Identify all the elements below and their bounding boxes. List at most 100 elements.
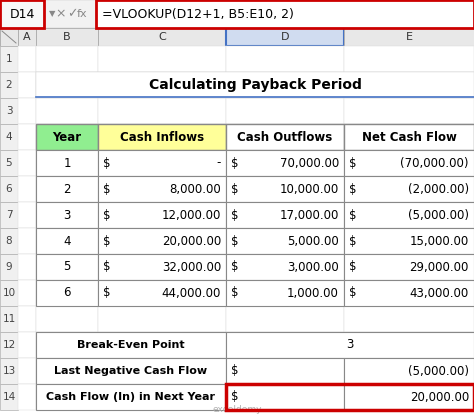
- Bar: [0, 280, 18, 306]
- Bar: [226, 254, 344, 280]
- Text: 2: 2: [63, 183, 71, 196]
- Bar: [344, 280, 474, 306]
- Bar: [226, 124, 344, 150]
- Text: $: $: [231, 183, 238, 196]
- Bar: [226, 202, 344, 228]
- Bar: [226, 228, 344, 254]
- Bar: [226, 150, 344, 176]
- Text: 29,000.00: 29,000.00: [410, 261, 469, 274]
- Bar: [344, 150, 474, 176]
- Bar: [226, 332, 344, 358]
- Bar: [36, 72, 98, 98]
- Bar: [344, 280, 474, 306]
- Bar: [344, 228, 474, 254]
- Text: exceldemy: exceldemy: [212, 404, 262, 414]
- Text: 20,000.00: 20,000.00: [410, 390, 469, 404]
- Bar: [226, 202, 344, 228]
- Text: 8: 8: [6, 236, 12, 246]
- Bar: [98, 332, 226, 358]
- Bar: [36, 384, 98, 410]
- Bar: [344, 202, 474, 228]
- Bar: [0, 176, 18, 202]
- Bar: [36, 228, 98, 254]
- Bar: [226, 332, 474, 358]
- Bar: [0, 72, 18, 98]
- Text: Last Negative Cash Flow: Last Negative Cash Flow: [55, 366, 208, 376]
- Bar: [98, 384, 226, 410]
- Bar: [226, 150, 344, 176]
- Bar: [98, 228, 226, 254]
- Bar: [226, 280, 344, 306]
- Bar: [226, 358, 344, 384]
- Bar: [226, 384, 474, 410]
- Bar: [226, 72, 344, 98]
- Bar: [344, 98, 474, 124]
- Bar: [36, 176, 98, 202]
- Bar: [98, 124, 226, 150]
- Bar: [0, 358, 18, 384]
- Bar: [36, 28, 98, 46]
- Text: 32,000.00: 32,000.00: [162, 261, 221, 274]
- Bar: [344, 72, 474, 98]
- Bar: [0, 28, 18, 46]
- Bar: [344, 46, 474, 72]
- Text: 5: 5: [64, 261, 71, 274]
- Text: Cash Flow (In) in Next Year: Cash Flow (In) in Next Year: [46, 392, 216, 402]
- Bar: [98, 28, 226, 46]
- Bar: [36, 124, 98, 150]
- Bar: [226, 384, 344, 410]
- Bar: [0, 254, 18, 280]
- Text: ▼: ▼: [49, 10, 55, 18]
- Text: 7: 7: [6, 210, 12, 220]
- Text: $: $: [349, 234, 356, 248]
- Bar: [44, 0, 96, 28]
- Text: (70,000.00): (70,000.00): [401, 156, 469, 169]
- Text: 1,000.00: 1,000.00: [287, 286, 339, 299]
- Text: 1: 1: [6, 54, 12, 64]
- Bar: [226, 46, 344, 72]
- Text: Cash Inflows: Cash Inflows: [120, 131, 204, 143]
- Bar: [344, 124, 474, 150]
- Text: $: $: [103, 234, 110, 248]
- Bar: [344, 28, 474, 46]
- Bar: [98, 358, 226, 384]
- Bar: [36, 72, 474, 98]
- Text: Break-Even Point: Break-Even Point: [77, 340, 185, 350]
- Bar: [18, 332, 36, 358]
- Bar: [344, 124, 474, 150]
- Bar: [344, 150, 474, 176]
- Bar: [18, 150, 36, 176]
- Text: (2,000.00): (2,000.00): [408, 183, 469, 196]
- Bar: [36, 150, 98, 176]
- Text: 5: 5: [6, 158, 12, 168]
- Bar: [0, 46, 18, 72]
- Text: 15,000.00: 15,000.00: [410, 234, 469, 248]
- Bar: [36, 124, 98, 150]
- Text: $: $: [231, 390, 238, 404]
- Text: $: $: [349, 286, 356, 299]
- Bar: [0, 228, 18, 254]
- Bar: [226, 228, 344, 254]
- Bar: [0, 0, 474, 28]
- Text: $: $: [349, 156, 356, 169]
- Text: 14: 14: [2, 392, 16, 402]
- Bar: [98, 254, 226, 280]
- Bar: [344, 358, 474, 384]
- Text: 2: 2: [6, 80, 12, 90]
- Bar: [98, 254, 226, 280]
- Text: 13: 13: [2, 366, 16, 376]
- Text: 6: 6: [6, 184, 12, 194]
- Bar: [36, 280, 98, 306]
- Text: C: C: [158, 32, 166, 42]
- Bar: [36, 228, 98, 254]
- Bar: [98, 228, 226, 254]
- Text: 6: 6: [63, 286, 71, 299]
- Bar: [36, 202, 98, 228]
- Text: $: $: [231, 261, 238, 274]
- Bar: [18, 72, 36, 98]
- Text: 3: 3: [64, 208, 71, 221]
- Text: 17,000.00: 17,000.00: [280, 208, 339, 221]
- Text: $: $: [231, 208, 238, 221]
- Text: 1: 1: [63, 156, 71, 169]
- Text: =VLOOKUP(D12+1, B5:E10, 2): =VLOOKUP(D12+1, B5:E10, 2): [102, 8, 294, 20]
